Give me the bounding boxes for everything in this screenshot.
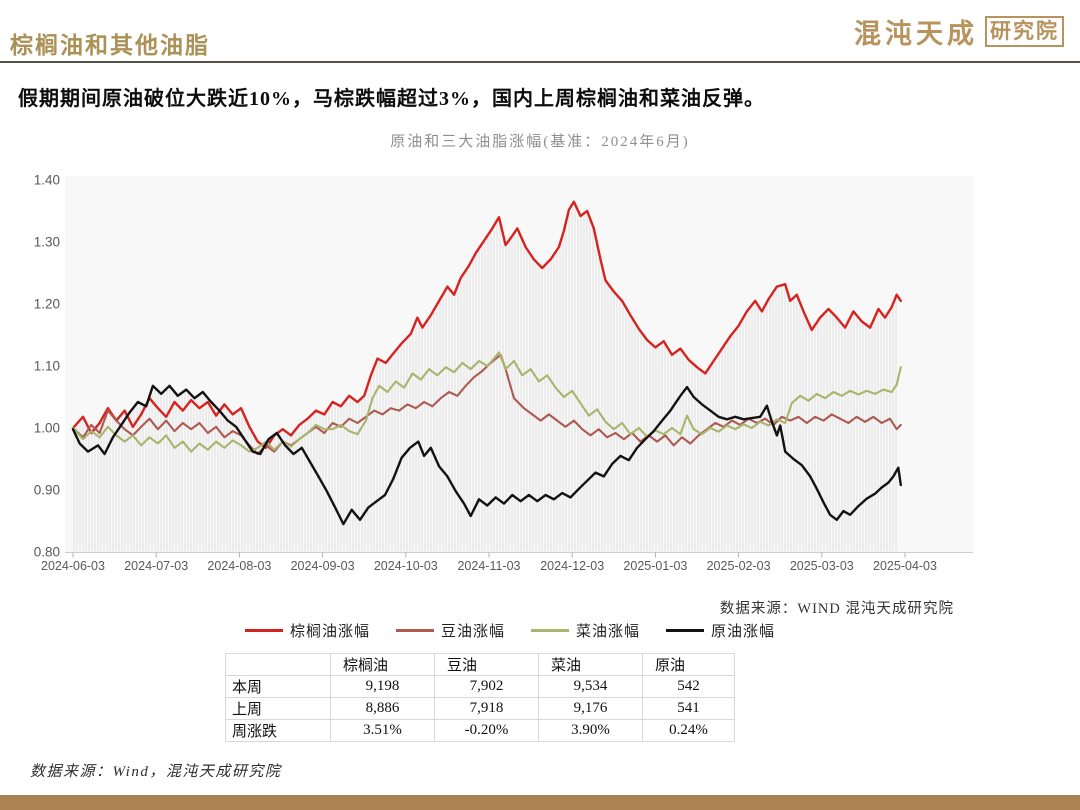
x-tick-label: 2025-01-03	[623, 559, 687, 573]
palm-line-swatch	[244, 629, 283, 632]
x-tick-label: 2025-02-03	[707, 559, 771, 573]
x-tick-label: 2024-11-03	[457, 559, 520, 573]
row-label: 上周	[225, 697, 331, 720]
legend-item-rapeseed: 菜油涨幅	[531, 620, 640, 641]
table-header-soy: 豆油	[434, 653, 539, 676]
footer-source-note: 数据来源：Wind，混沌天成研究院	[30, 764, 282, 780]
cell-value: 0.24%	[642, 719, 735, 742]
table-header-rapeseed: 菜油	[538, 653, 643, 676]
summary-table: 棕榈油 豆油 菜油 原油 本周 9,198 7,902 9,534 542 上周…	[225, 653, 735, 742]
chart-title: 原油和三大油脂涨幅(基准：2024年6月)	[390, 134, 690, 150]
logo-brand-text: 混沌天成	[854, 19, 978, 49]
y-tick-label: 0.90	[34, 483, 60, 498]
row-label: 周涨跌	[225, 719, 331, 742]
table-row: 上周 8,886 7,918 9,176 541	[225, 697, 735, 720]
plot-background	[65, 176, 973, 552]
y-tick-label: 1.30	[34, 235, 60, 250]
x-tick-label: 2025-04-03	[873, 559, 937, 573]
subtitle: 假期期间原油破位大跌近10%，马棕跌幅超过3%，国内上周棕榈油和菜油反弹。	[18, 88, 765, 110]
logo: 混沌天成 研究院	[854, 12, 1064, 51]
cell-value: 542	[642, 675, 735, 698]
cell-value: 7,918	[434, 697, 539, 720]
legend-label-soy: 豆油涨幅	[440, 624, 505, 640]
x-tick-label: 2024-07-03	[124, 559, 188, 573]
x-tick-label: 2024-06-03	[41, 559, 105, 573]
cell-value: 9,534	[538, 675, 643, 698]
y-tick-label: 1.00	[34, 421, 60, 436]
x-tick-label: 2024-09-03	[291, 559, 355, 573]
legend-item-soy: 豆油涨幅	[395, 620, 505, 641]
cell-value: 541	[642, 697, 735, 720]
plot-droplines	[73, 205, 897, 552]
legend-item-crude: 原油涨幅	[666, 620, 775, 641]
series-line-soy	[71, 353, 902, 456]
rapeseed-line-swatch	[531, 629, 569, 632]
legend-label-crude: 原油涨幅	[711, 624, 776, 640]
page-title: 棕榈油和其他油脂	[10, 33, 210, 58]
legend-item-palm: 棕榈油涨幅	[244, 620, 370, 641]
table-header-crude: 原油	[642, 653, 735, 676]
chart-source-note: 数据来源：WIND 混沌天成研究院	[719, 601, 954, 617]
header-divider	[0, 61, 1080, 63]
cell-value: 3.90%	[538, 719, 643, 742]
x-tick-label: 2024-08-03	[207, 559, 271, 573]
table-row: 本周 9,198 7,902 9,534 542	[225, 675, 735, 698]
cell-value: 3.51%	[330, 719, 435, 742]
table-header-palm: 棕榈油	[330, 653, 435, 676]
y-tick-label: 0.80	[34, 545, 60, 560]
table-header-empty	[225, 653, 331, 676]
x-tick-label: 2024-12-03	[540, 559, 604, 573]
x-tick-label: 2024-10-03	[374, 559, 438, 573]
y-tick-label: 1.40	[34, 173, 60, 188]
y-tick-label: 1.20	[34, 297, 60, 312]
series-line-palm	[71, 200, 902, 449]
series-line-crude	[71, 384, 902, 526]
series-line-rapeseed	[71, 351, 902, 453]
cell-value: -0.20%	[434, 719, 539, 742]
footer-bar	[0, 795, 1080, 810]
table-row: 周涨跌 3.51% -0.20% 3.90% 0.24%	[225, 719, 735, 742]
crude-line-swatch	[666, 629, 705, 632]
y-tick-label: 1.10	[34, 359, 60, 374]
cell-value: 8,886	[330, 697, 435, 720]
logo-seal-text: 研究院	[985, 16, 1064, 47]
table-header-row: 棕榈油 豆油 菜油 原油	[225, 653, 735, 676]
cell-value: 9,176	[538, 697, 643, 720]
legend-label-rapeseed: 菜油涨幅	[576, 624, 641, 640]
x-tick-label: 2025-03-03	[790, 559, 854, 573]
cell-value: 7,902	[434, 675, 539, 698]
chart-legend: 棕榈油涨幅 豆油涨幅 菜油涨幅 原油涨幅	[0, 620, 1020, 641]
soy-line-swatch	[395, 629, 434, 632]
row-label: 本周	[225, 675, 331, 698]
legend-label-palm: 棕榈油涨幅	[289, 624, 370, 640]
cell-value: 9,198	[330, 675, 435, 698]
